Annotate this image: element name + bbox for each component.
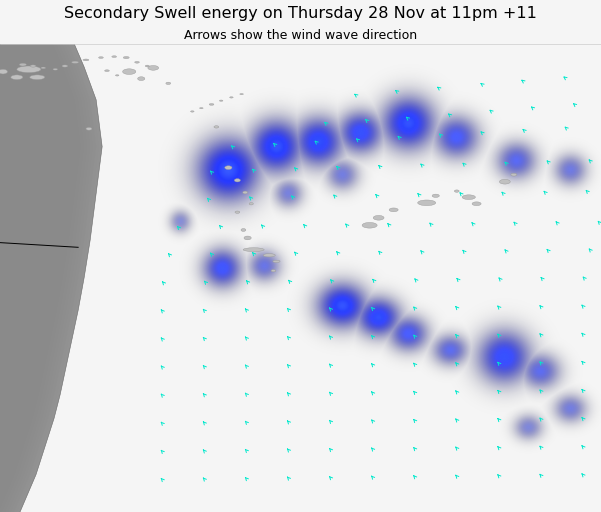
Ellipse shape [418, 200, 436, 206]
Polygon shape [0, 39, 102, 512]
Ellipse shape [243, 191, 248, 194]
Ellipse shape [115, 75, 119, 76]
Text: Secondary Swell energy on Thursday 28 Nov at 11pm +11: Secondary Swell energy on Thursday 28 No… [64, 6, 537, 20]
Ellipse shape [86, 127, 92, 130]
Text: Arrows show the wind wave direction: Arrows show the wind wave direction [184, 29, 417, 42]
Ellipse shape [235, 211, 240, 214]
Polygon shape [0, 39, 81, 512]
Ellipse shape [112, 56, 117, 57]
Ellipse shape [0, 69, 7, 74]
Ellipse shape [123, 69, 136, 74]
Ellipse shape [135, 61, 139, 63]
Ellipse shape [41, 67, 46, 69]
Ellipse shape [273, 260, 280, 263]
Ellipse shape [83, 59, 89, 61]
Polygon shape [0, 39, 84, 512]
Ellipse shape [29, 75, 45, 79]
Ellipse shape [62, 65, 68, 67]
Ellipse shape [99, 57, 103, 58]
Ellipse shape [225, 166, 232, 169]
Polygon shape [0, 39, 99, 512]
Ellipse shape [166, 82, 171, 84]
Ellipse shape [263, 253, 275, 257]
Ellipse shape [148, 66, 159, 70]
Ellipse shape [138, 77, 145, 80]
Ellipse shape [145, 65, 149, 67]
Ellipse shape [209, 103, 214, 105]
Ellipse shape [200, 108, 203, 109]
Ellipse shape [243, 248, 264, 251]
Ellipse shape [30, 65, 36, 67]
Ellipse shape [240, 93, 243, 95]
Polygon shape [0, 39, 90, 512]
Ellipse shape [271, 269, 276, 272]
Ellipse shape [249, 203, 254, 205]
Ellipse shape [373, 216, 384, 220]
Ellipse shape [499, 179, 510, 184]
Ellipse shape [241, 228, 246, 231]
Ellipse shape [191, 111, 194, 112]
Polygon shape [0, 39, 96, 512]
Ellipse shape [11, 75, 23, 79]
Ellipse shape [219, 100, 223, 101]
Ellipse shape [362, 223, 377, 228]
Polygon shape [0, 39, 102, 512]
Ellipse shape [17, 66, 41, 73]
Polygon shape [0, 39, 87, 512]
Ellipse shape [244, 236, 251, 240]
Ellipse shape [389, 208, 398, 211]
Ellipse shape [511, 173, 517, 176]
Ellipse shape [230, 97, 233, 98]
Ellipse shape [454, 190, 459, 193]
Ellipse shape [105, 70, 109, 72]
Ellipse shape [19, 63, 26, 66]
Ellipse shape [472, 202, 481, 206]
Ellipse shape [432, 194, 439, 198]
Polygon shape [0, 39, 93, 512]
Ellipse shape [72, 61, 79, 63]
Ellipse shape [214, 126, 219, 128]
Ellipse shape [234, 179, 240, 182]
Ellipse shape [53, 68, 58, 70]
Ellipse shape [462, 195, 475, 200]
Ellipse shape [123, 56, 129, 59]
